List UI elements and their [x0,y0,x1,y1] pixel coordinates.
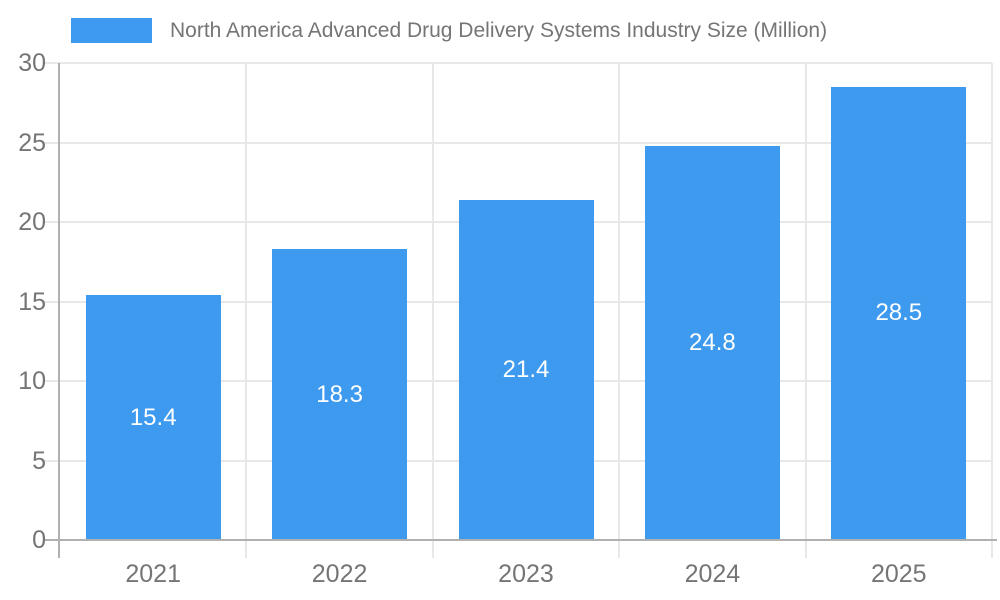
v-gridline [991,63,993,540]
y-tick-label: 5 [32,446,46,475]
y-axis-line [58,63,60,558]
x-tick-label: 2024 [684,560,741,588]
bar-value-label: 28.5 [875,299,923,327]
x-tick-label: 2023 [498,560,554,588]
x-axis-tick [804,540,807,558]
y-gridline [60,62,992,64]
y-axis-tick [43,459,60,462]
x-tick-label: 2021 [125,560,181,588]
v-gridline [245,63,248,540]
y-axis-tick [43,62,60,64]
y-axis-tick [43,380,60,382]
y-tick-label: 15 [18,287,46,316]
bar-2024[interactable] [644,145,780,540]
y-tick-label: 20 [18,208,46,236]
y-axis-tick [43,300,60,303]
x-axis-tick [618,540,621,558]
legend-swatch [71,18,152,43]
bar-2025[interactable] [831,86,967,540]
y-tick-label: 30 [18,49,46,77]
legend-label: North America Advanced Drug Delivery Sys… [170,19,828,42]
y-gridline [60,141,992,144]
x-axis-line [43,539,997,541]
x-axis-tick [245,540,248,558]
bar-2021[interactable] [85,295,221,540]
v-gridline [618,63,621,540]
bar-value-label: 15.4 [129,403,177,431]
x-axis-tick [991,540,993,558]
y-axis-tick [43,221,60,223]
bar-value-label: 21.4 [502,355,550,383]
v-gridline [804,63,807,540]
y-tick-label: 0 [32,526,46,554]
bar-2023[interactable] [458,199,594,540]
x-axis-tick [431,540,434,558]
y-axis-tick [43,141,60,144]
y-tick-label: 10 [18,367,46,395]
legend-item[interactable]: North America Advanced Drug Delivery Sys… [71,18,827,43]
bar-value-label: 18.3 [316,380,363,408]
x-tick-label: 2022 [311,560,368,588]
bar-2022[interactable] [272,249,408,540]
bar-value-label: 24.8 [689,328,736,356]
v-gridline [431,63,434,540]
x-tick-label: 2025 [870,560,927,588]
y-tick-label: 25 [18,128,46,157]
